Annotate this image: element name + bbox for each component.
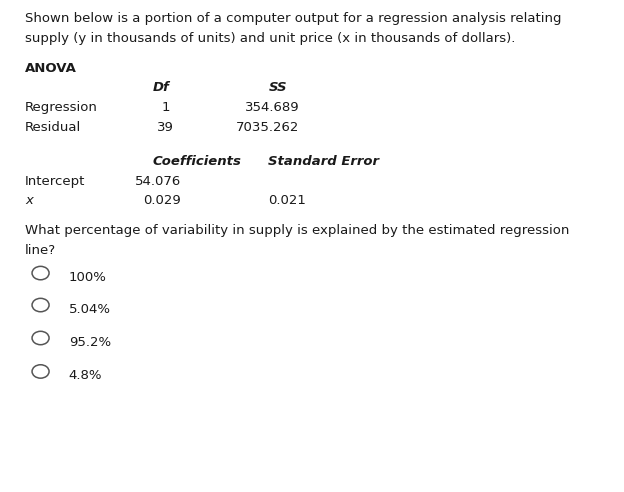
Text: line?: line? bbox=[25, 244, 56, 256]
Text: Coefficients: Coefficients bbox=[153, 155, 241, 168]
Text: 0.029: 0.029 bbox=[144, 194, 181, 207]
Text: 4.8%: 4.8% bbox=[69, 369, 102, 382]
Text: 39: 39 bbox=[157, 121, 174, 133]
Text: 54.076: 54.076 bbox=[135, 175, 181, 187]
Text: supply (y in thousands of units) and unit price (x in thousands of dollars).: supply (y in thousands of units) and uni… bbox=[25, 32, 515, 45]
Text: x: x bbox=[25, 194, 33, 207]
Text: ANOVA: ANOVA bbox=[25, 62, 77, 74]
Text: SS: SS bbox=[268, 81, 287, 94]
Text: 5.04%: 5.04% bbox=[69, 303, 110, 315]
Text: Df: Df bbox=[153, 81, 170, 94]
Text: Standard Error: Standard Error bbox=[268, 155, 379, 168]
Text: What percentage of variability in supply is explained by the estimated regressio: What percentage of variability in supply… bbox=[25, 224, 569, 237]
Text: Residual: Residual bbox=[25, 121, 81, 133]
Text: Regression: Regression bbox=[25, 101, 98, 114]
Text: 100%: 100% bbox=[69, 271, 107, 283]
Text: 1: 1 bbox=[161, 101, 170, 114]
Text: 0.021: 0.021 bbox=[268, 194, 306, 207]
Text: 7035.262: 7035.262 bbox=[236, 121, 300, 133]
Text: 354.689: 354.689 bbox=[245, 101, 300, 114]
Text: 95.2%: 95.2% bbox=[69, 336, 111, 348]
Text: Shown below is a portion of a computer output for a regression analysis relating: Shown below is a portion of a computer o… bbox=[25, 12, 562, 25]
Text: Intercept: Intercept bbox=[25, 175, 85, 187]
